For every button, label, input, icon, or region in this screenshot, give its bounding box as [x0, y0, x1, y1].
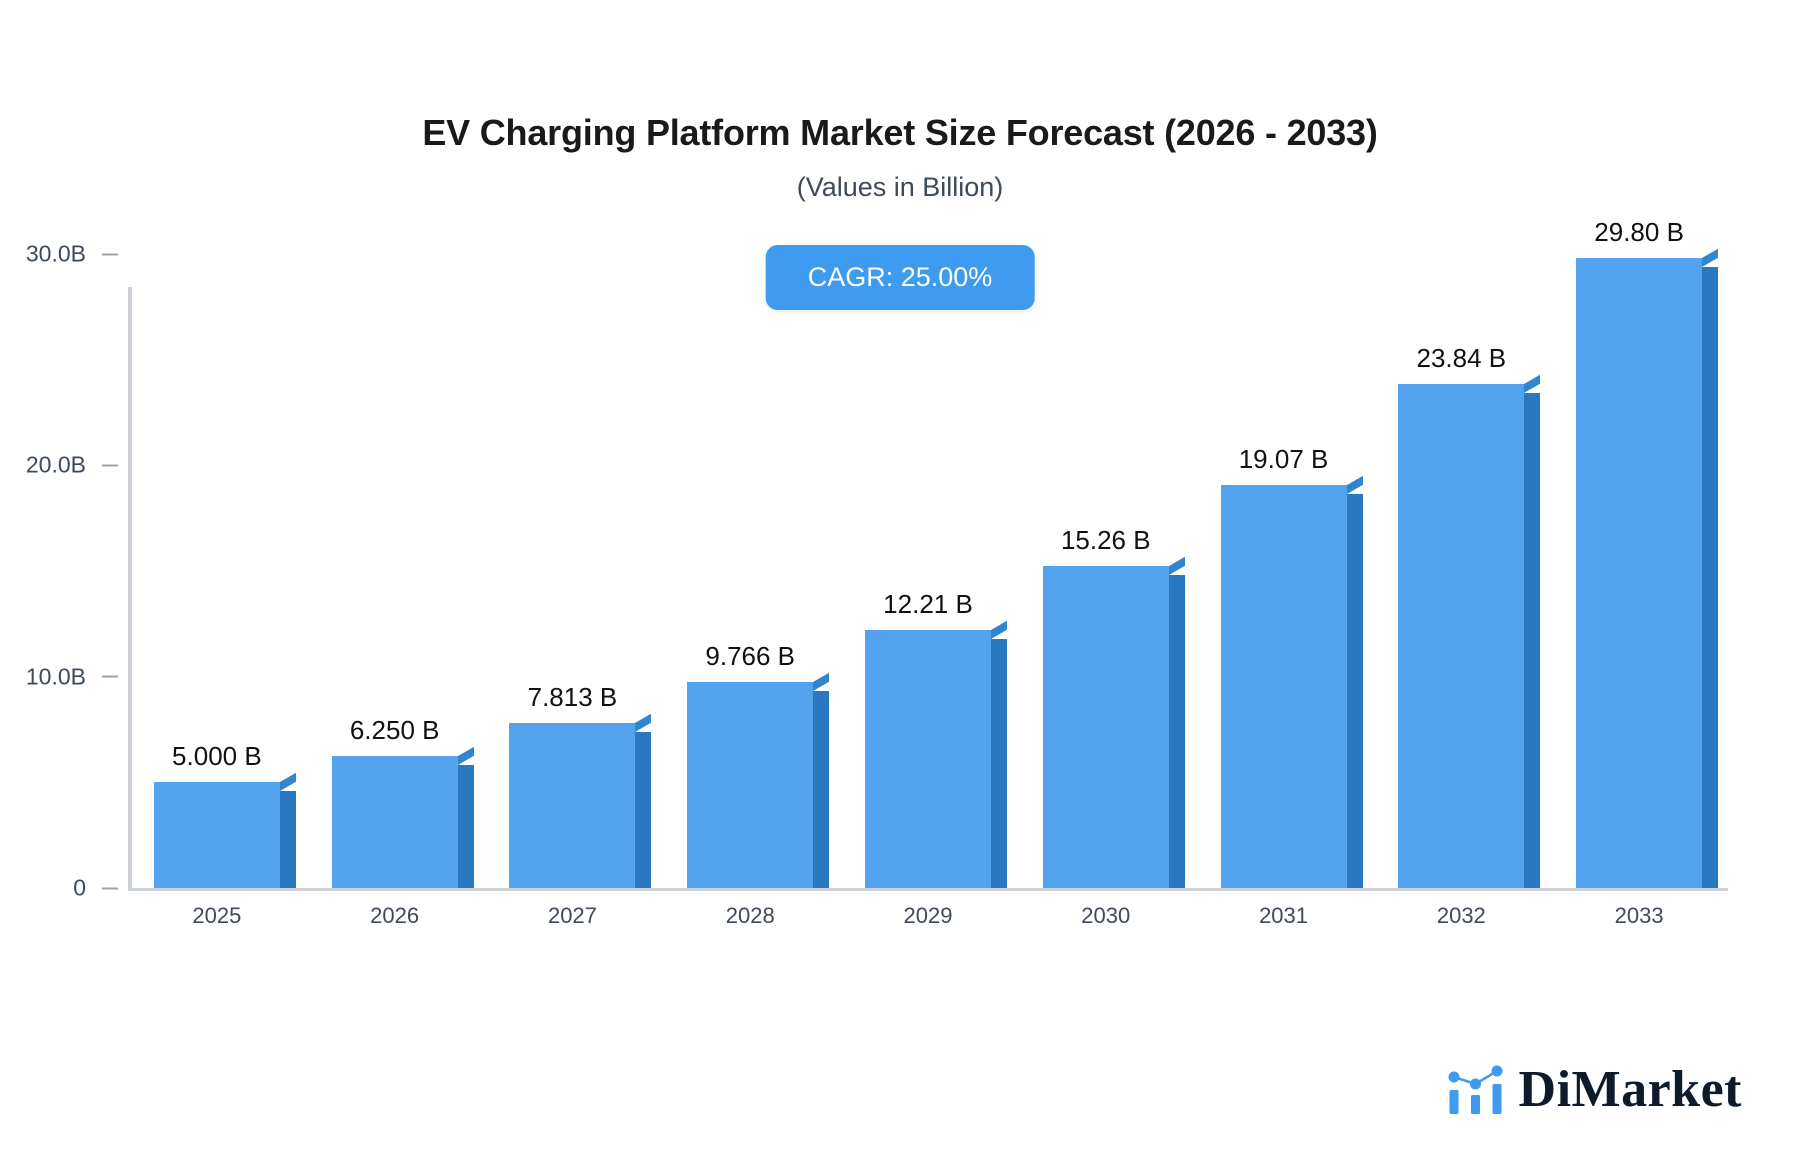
x-axis-tick-label: 2030 [1081, 903, 1131, 928]
x-axis-tick-label: 2031 [1259, 903, 1309, 928]
y-axis-tick: 20.0B [26, 452, 128, 479]
bar[interactable]: 29.80 B [1576, 217, 1719, 888]
x-axis-tick-label: 2025 [192, 903, 242, 928]
bar-face [1220, 485, 1347, 888]
bar-side-face [1168, 574, 1185, 888]
bar-side-face [1702, 267, 1719, 888]
x-axis-line [128, 888, 1728, 891]
bar-top-face [813, 672, 830, 691]
chart-title: EV Charging Platform Market Size Forecas… [422, 112, 1378, 153]
y-axis-tick-label: 10.0B [25, 663, 86, 690]
bar-value-label: 12.21 B [883, 588, 973, 619]
bar-side-face [279, 791, 296, 888]
bar-value-label: 6.250 B [349, 714, 440, 745]
bar-top-face [279, 773, 296, 792]
bar-face [153, 782, 280, 888]
bar[interactable]: 9.766 B [687, 641, 830, 888]
bar[interactable]: 12.21 B [865, 589, 1007, 888]
bar-value-label: 7.813 B [527, 681, 618, 712]
bar-face [1576, 258, 1703, 888]
y-axis-tick-mark [102, 464, 118, 467]
x-axis-tick-label: 2028 [725, 903, 775, 928]
y-axis-tick-mark [102, 887, 118, 889]
bar[interactable]: 5.000 B [153, 741, 296, 888]
bar-side-face [1346, 494, 1363, 888]
bar-value-label: 19.07 B [1238, 444, 1329, 474]
y-axis-line [128, 287, 132, 890]
bar-value-label: 9.766 B [705, 640, 796, 671]
cagr-badge: CAGR: 25.00% [765, 245, 1035, 310]
bar[interactable]: 6.250 B [331, 715, 474, 888]
bar-chart-icon [1448, 1065, 1503, 1114]
y-axis-tick-mark [102, 253, 118, 255]
y-axis-tick-label: 20.0B [25, 451, 86, 478]
x-axis-tick-label: 2029 [903, 903, 953, 928]
bar-face [331, 755, 458, 888]
x-axis-tick-label: 2026 [370, 903, 420, 928]
bar-side-face [457, 764, 474, 888]
bar[interactable]: 19.07 B [1220, 444, 1363, 888]
bar[interactable]: 7.813 B [509, 682, 652, 888]
y-axis: 0 10.0B 20.0B 30.0B [0, 0, 128, 1156]
bar-face [509, 722, 636, 888]
bar-value-label: 29.80 B [1594, 217, 1684, 248]
bar-face [687, 681, 814, 888]
dimarket-logo: DiMarket [1447, 1064, 1742, 1116]
x-axis-tick-label: 2033 [1614, 903, 1664, 928]
bar-side-face [635, 731, 652, 888]
bar-series: 5.000 B 6.250 B 7.813 B 9.766 B 12.21 B 15.26… [128, 0, 1728, 890]
chart-subtitle: (Values in Billion) [796, 172, 1004, 202]
bar-top-face [991, 620, 1007, 639]
y-axis-tick: 0 [73, 875, 128, 902]
x-axis-tick-label: 2027 [547, 903, 597, 928]
bar-side-face [991, 638, 1007, 888]
bar-top-face [1346, 475, 1363, 494]
bar-face [865, 629, 991, 888]
bar-top-face [1524, 374, 1541, 394]
bar-top-face [1168, 556, 1185, 575]
x-axis-tick-label: 2032 [1436, 903, 1486, 928]
bar-value-label: 5.000 B [172, 741, 262, 772]
y-axis-tick-mark [102, 675, 118, 678]
bar-top-face [1702, 248, 1719, 268]
y-axis-tick-label: 0 [73, 874, 86, 901]
bar-value-label: 15.26 B [1060, 524, 1151, 555]
logo-wordmark: DiMarket [1518, 1061, 1742, 1118]
y-axis-tick: 10.0B [26, 663, 128, 690]
bar-top-face [457, 746, 474, 765]
y-axis-tick-label: 30.0B [25, 240, 86, 267]
bar[interactable]: 15.26 B [1042, 525, 1185, 888]
bar-side-face [1524, 393, 1541, 888]
bar-top-face [635, 713, 652, 732]
bar-value-label: 23.84 B [1416, 343, 1507, 374]
bar-face [1398, 384, 1525, 888]
bar[interactable]: 23.84 B [1398, 343, 1541, 888]
bar-face [1042, 565, 1169, 888]
y-axis-tick: 30.0B [26, 241, 128, 268]
bar-side-face [813, 690, 830, 888]
